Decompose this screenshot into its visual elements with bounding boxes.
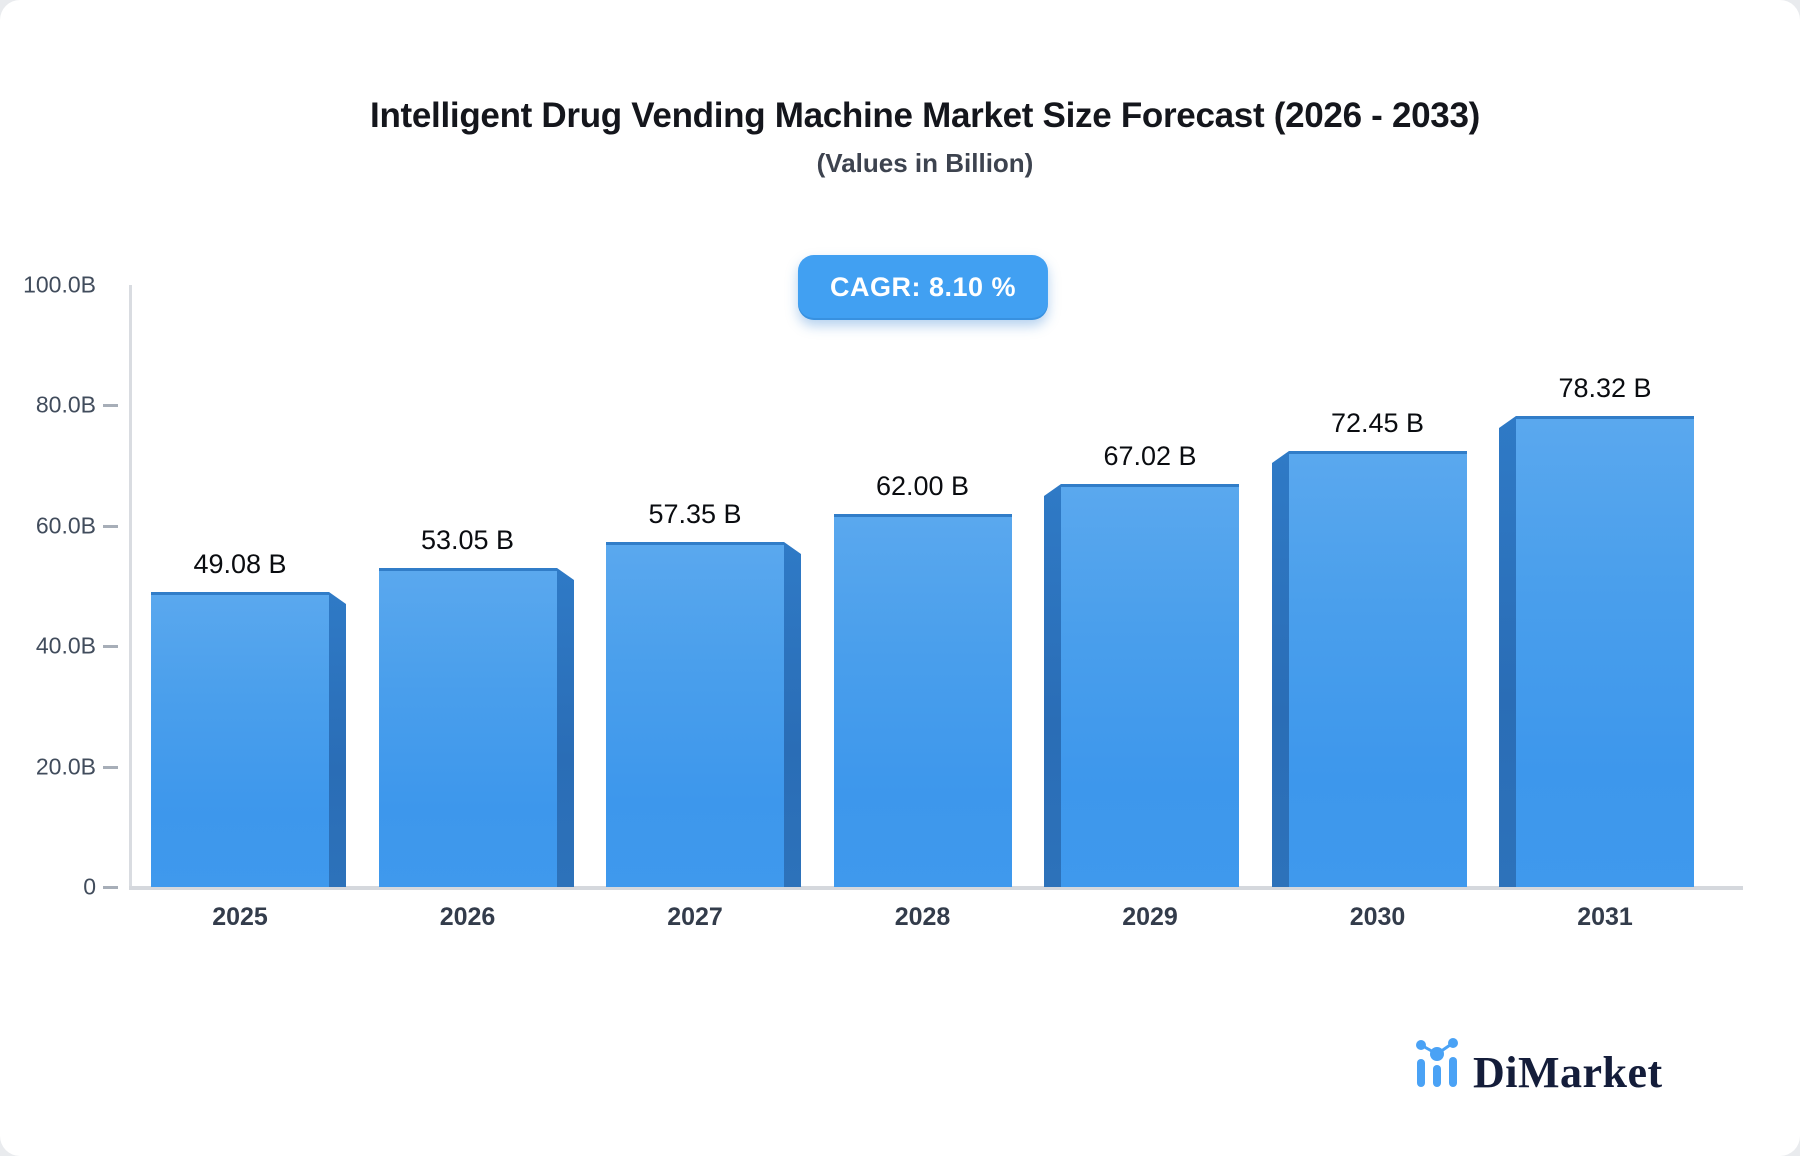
y-axis-tick-label: 60.0B	[35, 512, 96, 539]
y-axis-tick	[103, 766, 118, 769]
bar-face	[834, 514, 1012, 887]
bar-value-label: 49.08 B	[193, 549, 287, 579]
brand-logo: DiMarket	[1413, 1038, 1663, 1095]
bar-face	[151, 592, 329, 887]
bar-face	[606, 542, 784, 887]
x-axis-label: 2026	[439, 903, 496, 931]
bar-face	[1516, 416, 1694, 887]
y-axis-tick-label: 100.0B	[23, 271, 96, 298]
y-axis-tick	[103, 645, 118, 648]
bar-3d-side	[1272, 451, 1289, 887]
x-axis-baseline	[129, 886, 1743, 890]
y-axis-tick-label: 40.0B	[35, 632, 96, 659]
y-axis-tick-label: 20.0B	[35, 753, 96, 780]
x-axis-label: 2031	[1577, 903, 1633, 931]
bar-value-label: 57.35 B	[648, 499, 742, 529]
x-axis-label: 2029	[1122, 903, 1178, 931]
x-axis-label: 2030	[1349, 903, 1406, 931]
y-axis-tick	[103, 525, 118, 528]
y-axis-tick-label: 0	[83, 873, 96, 900]
chart-title: Intelligent Drug Vending Machine Market …	[370, 96, 1480, 135]
x-axis-label: 2028	[894, 903, 951, 931]
bar-value-label: 53.05 B	[420, 525, 515, 555]
y-axis-tick-label: 80.0B	[35, 391, 96, 418]
bar-value-label: 72.45 B	[1330, 408, 1425, 438]
y-axis-line	[129, 285, 132, 890]
bar-3d-side	[557, 568, 574, 887]
bar-3d-side	[784, 542, 801, 887]
bar-face	[1289, 451, 1467, 887]
y-axis-tick	[103, 886, 118, 889]
chart-subtitle: (Values in Billion)	[816, 148, 1034, 178]
bar-face	[1061, 484, 1239, 887]
y-axis-tick	[103, 404, 118, 407]
cagr-badge: CAGR: 8.10 %	[797, 255, 1049, 320]
bar-face	[379, 568, 557, 887]
bar-3d-side	[1499, 416, 1516, 887]
bar-value-label: 78.32 B	[1558, 373, 1652, 403]
x-axis-label: 2025	[212, 903, 268, 931]
bar-value-label: 62.00 B	[875, 471, 970, 501]
bar-3d-side	[329, 592, 346, 887]
bar-3d-side	[1044, 484, 1061, 887]
brand-logo-text: DiMarket	[1473, 1048, 1663, 1097]
mini-bar-chart-logo-icon	[1413, 1038, 1461, 1095]
bar-value-label: 67.02 B	[1103, 441, 1197, 471]
x-axis-label: 2027	[667, 903, 723, 931]
